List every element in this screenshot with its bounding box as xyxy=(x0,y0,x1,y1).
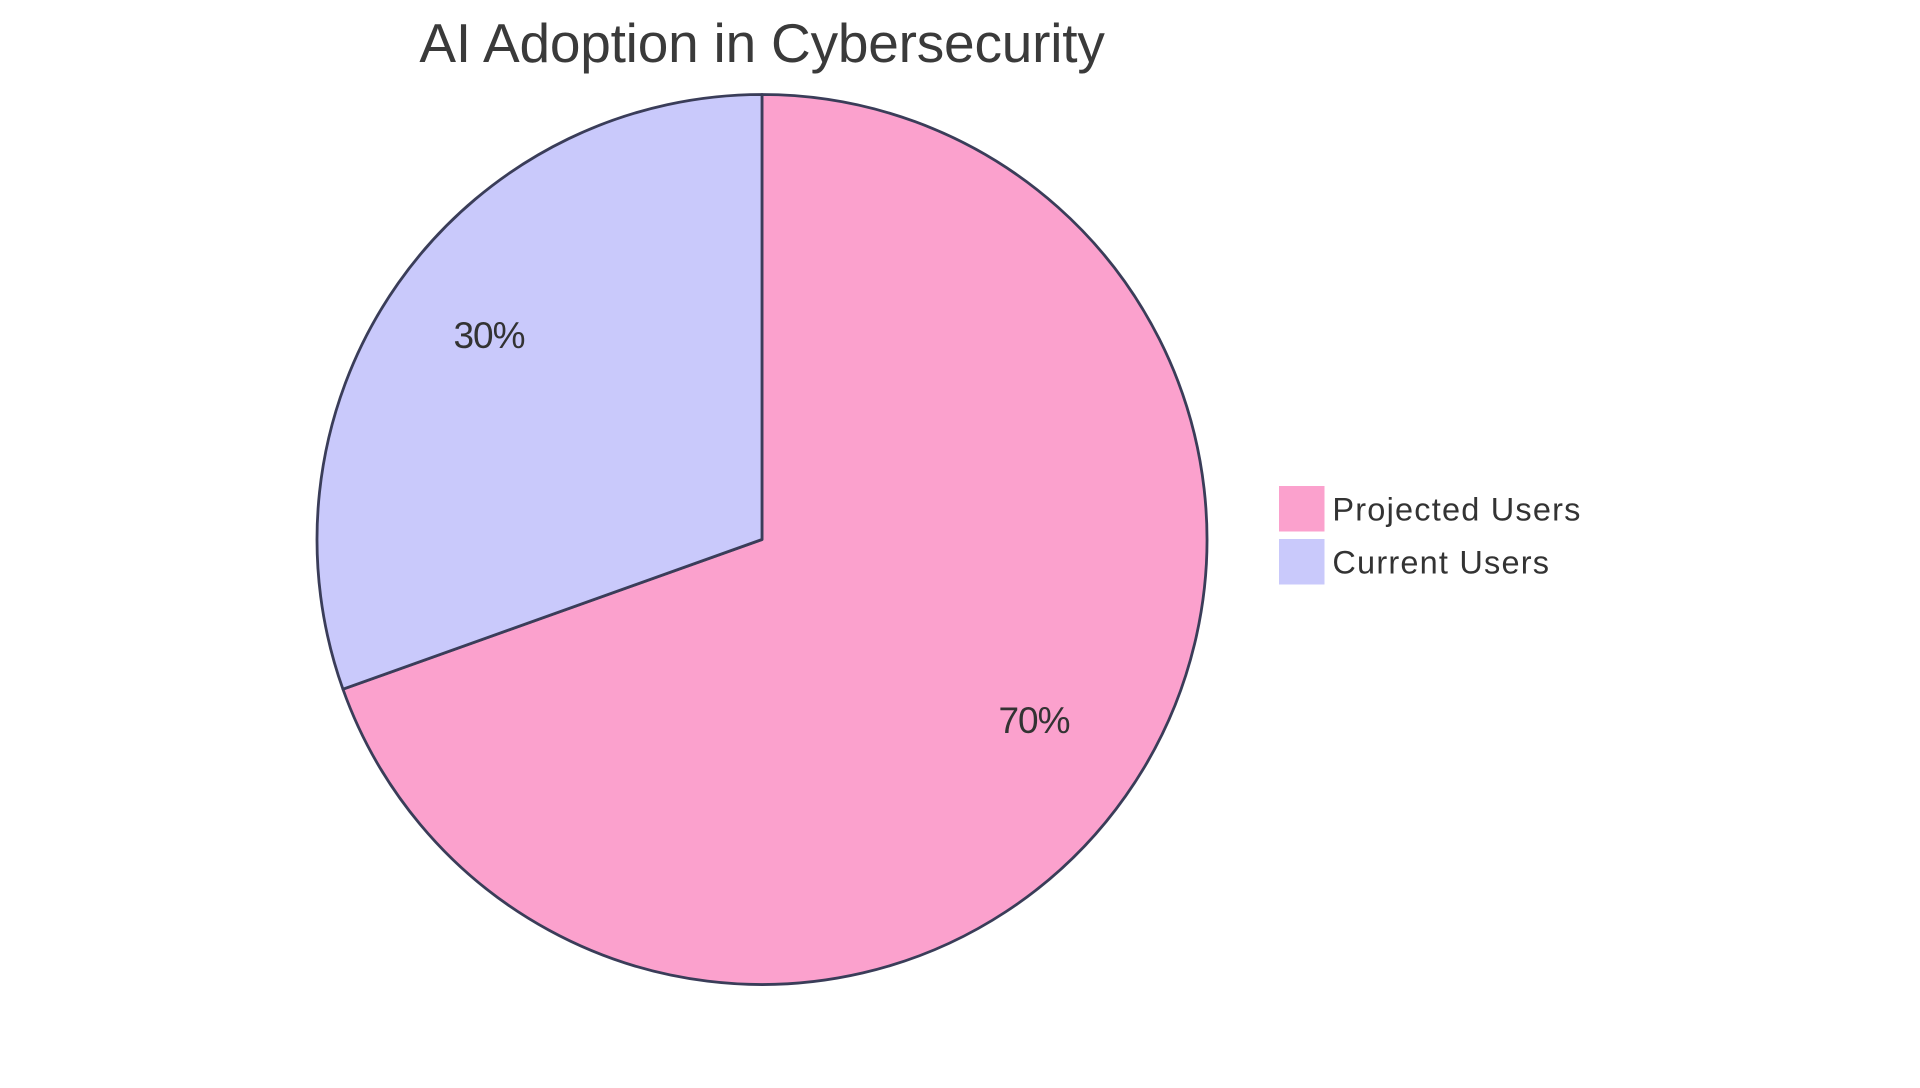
svg-text:Current Users: Current Users xyxy=(1332,545,1550,581)
svg-text:70%: 70% xyxy=(998,700,1069,741)
svg-text:30%: 30% xyxy=(453,315,524,356)
svg-text:AI Adoption in Cybersecurity: AI Adoption in Cybersecurity xyxy=(419,12,1105,74)
svg-text:Projected Users: Projected Users xyxy=(1332,491,1581,527)
